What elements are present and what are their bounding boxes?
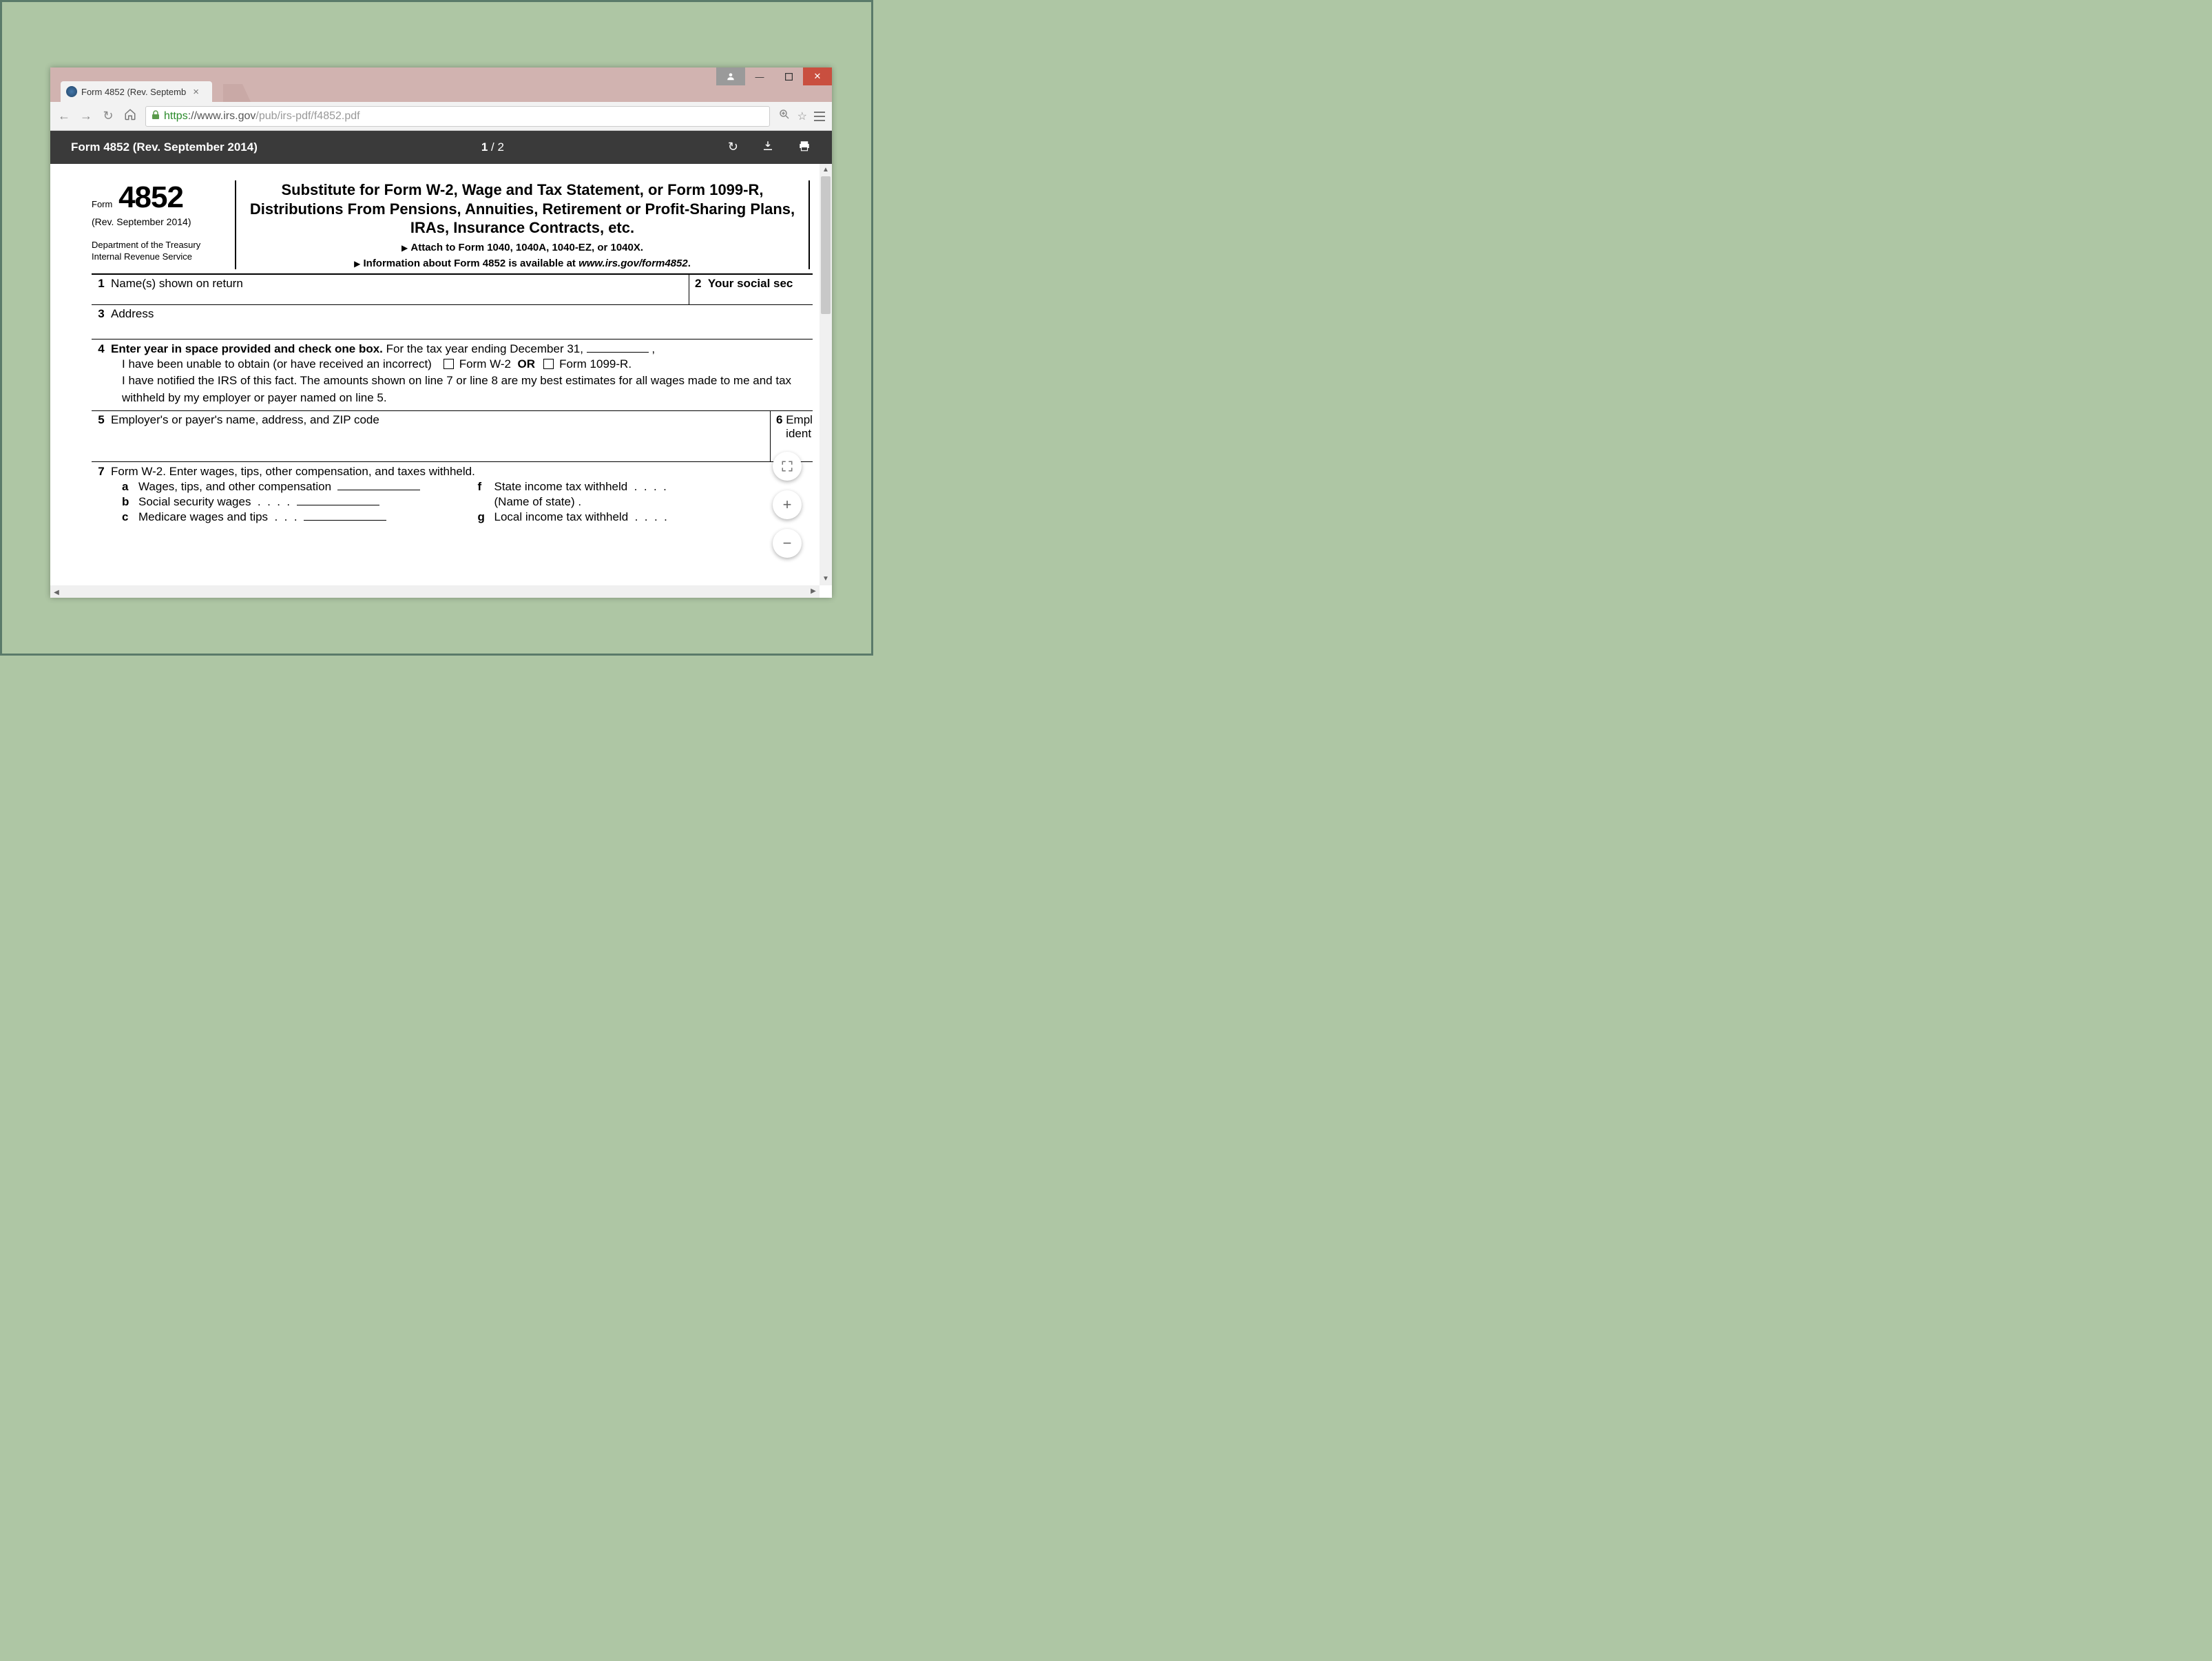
zoom-icon[interactable] <box>778 108 791 124</box>
zoom-in-button[interactable]: + <box>773 490 802 519</box>
url-input[interactable]: https://www.irs.gov/pub/irs-pdf/f4852.pd… <box>145 106 770 127</box>
browser-window: Form 4852 (Rev. Septemb × — ✕ ← → ↻ h <box>50 67 832 598</box>
pdf-viewport[interactable]: Form 4852 (Rev. September 2014) Departme… <box>50 164 820 585</box>
download-icon[interactable] <box>762 140 774 156</box>
minimize-button[interactable]: — <box>745 67 774 85</box>
lock-icon <box>152 110 160 122</box>
address-bar: ← → ↻ https://www.irs.gov/pub/irs-pdf/f4… <box>50 102 832 131</box>
browser-tab[interactable]: Form 4852 (Rev. Septemb × <box>61 81 212 102</box>
rotate-icon[interactable]: ↻ <box>728 140 738 156</box>
maximize-button[interactable] <box>774 67 803 85</box>
checkbox-w2[interactable] <box>444 359 454 369</box>
reload-icon[interactable]: ↻ <box>101 109 115 123</box>
back-icon[interactable]: ← <box>57 109 71 123</box>
tab-title: Form 4852 (Rev. Septemb <box>81 87 186 97</box>
checkbox-1099r[interactable] <box>543 359 554 369</box>
close-button[interactable]: ✕ <box>803 67 832 85</box>
form-4852: Form 4852 (Rev. September 2014) Departme… <box>50 164 820 528</box>
pdf-page-indicator: 1 / 2 <box>258 140 728 154</box>
line-3: 3 Address <box>92 305 813 339</box>
pdf-float-controls: + − <box>773 452 802 558</box>
favicon <box>66 86 77 97</box>
forward-icon[interactable]: → <box>79 109 93 123</box>
line-1-2: 1Name(s) shown on return 2 Your social s… <box>92 275 813 305</box>
vertical-scrollbar[interactable]: ▲ ▼ <box>820 164 832 585</box>
horizontal-scrollbar[interactable]: ◀ ▶ <box>50 585 820 598</box>
zoom-out-button[interactable]: − <box>773 529 802 558</box>
line-4: 4 Enter year in space provided and check… <box>92 339 813 412</box>
form-id-block: Form 4852 (Rev. September 2014) Departme… <box>92 180 236 269</box>
print-icon[interactable] <box>797 140 811 156</box>
fit-button[interactable] <box>773 452 802 481</box>
titlebar: Form 4852 (Rev. Septemb × — ✕ <box>50 67 832 102</box>
pdf-toolbar: Form 4852 (Rev. September 2014) 1 / 2 ↻ <box>50 131 832 164</box>
line-7: 7 Form W-2. Enter wages, tips, other com… <box>92 462 813 528</box>
home-icon[interactable] <box>123 108 137 124</box>
form-title-block: Substitute for Form W-2, Wage and Tax St… <box>236 180 808 269</box>
url-text: https://www.irs.gov/pub/irs-pdf/f4852.pd… <box>164 110 360 123</box>
menu-icon[interactable] <box>814 112 825 121</box>
bookmark-icon[interactable]: ☆ <box>797 109 807 123</box>
user-icon[interactable] <box>716 67 745 85</box>
pdf-title: Form 4852 (Rev. September 2014) <box>71 140 258 154</box>
new-tab-hint[interactable] <box>223 84 251 102</box>
line-5-6: 5 Employer's or payer's name, address, a… <box>92 411 813 462</box>
tab-close-icon[interactable]: × <box>193 86 199 98</box>
content-area: Form 4852 (Rev. September 2014) 1 / 2 ↻ <box>50 131 832 598</box>
window-controls: — ✕ <box>716 67 832 85</box>
